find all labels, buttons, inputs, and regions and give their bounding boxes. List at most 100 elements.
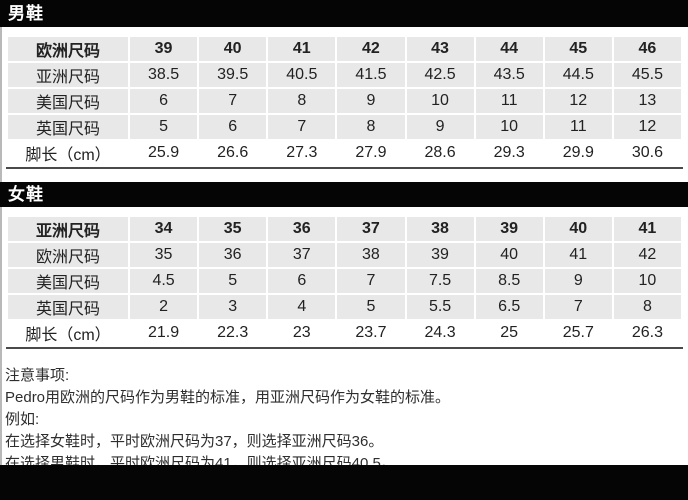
size-cell: 40.5 — [268, 63, 336, 87]
size-cell: 40 — [544, 217, 612, 241]
size-cell: 6 — [130, 89, 198, 113]
size-cell: 25.7 — [544, 321, 612, 345]
size-cell: 27.3 — [268, 141, 336, 165]
table-row: 亚洲尺码 38.5 39.5 40.5 41.5 42.5 43.5 44.5 … — [8, 63, 681, 87]
size-cell: 36 — [268, 217, 336, 241]
women-size-table: 亚洲尺码 34 35 36 37 38 39 40 41 欧洲尺码 35 36 … — [6, 215, 683, 349]
table-row: 亚洲尺码 34 35 36 37 38 39 40 41 — [8, 217, 681, 241]
row-label: 亚洲尺码 — [8, 217, 128, 241]
row-label: 脚长（cm） — [8, 141, 128, 165]
size-cell: 22.3 — [199, 321, 267, 345]
table-row: 欧洲尺码 35 36 37 38 39 40 41 42 — [8, 243, 681, 267]
row-label: 美国尺码 — [8, 269, 128, 293]
men-size-table: 欧洲尺码 39 40 41 42 43 44 45 46 亚洲尺码 38.5 3… — [6, 35, 683, 169]
size-cell: 12 — [544, 89, 612, 113]
size-cell: 41 — [544, 243, 612, 267]
row-label: 英国尺码 — [8, 295, 128, 319]
page-left-border — [0, 0, 2, 500]
size-cell: 35 — [199, 217, 267, 241]
size-cell: 35 — [130, 243, 198, 267]
size-cell: 7 — [337, 269, 405, 293]
size-cell: 27.9 — [337, 141, 405, 165]
size-cell: 41.5 — [337, 63, 405, 87]
size-cell: 10 — [475, 115, 543, 139]
size-cell: 2 — [130, 295, 198, 319]
table-row: 美国尺码 6 7 8 9 10 11 12 13 — [8, 89, 681, 113]
size-cell: 23.7 — [337, 321, 405, 345]
size-cell: 37 — [268, 243, 336, 267]
row-label: 英国尺码 — [8, 115, 128, 139]
size-cell: 39 — [406, 243, 474, 267]
size-cell: 10 — [406, 89, 474, 113]
size-cell: 11 — [475, 89, 543, 113]
size-cell: 37 — [337, 217, 405, 241]
size-cell: 43 — [406, 37, 474, 61]
size-cell: 45 — [544, 37, 612, 61]
size-cell: 44 — [475, 37, 543, 61]
size-cell: 13 — [613, 89, 681, 113]
size-cell: 26.3 — [613, 321, 681, 345]
section-bar-women: 女鞋 — [0, 182, 688, 207]
size-cell: 12 — [613, 115, 681, 139]
size-cell: 28.6 — [406, 141, 474, 165]
note-line: Pedro用欧洲的尺码作为男鞋的标准，用亚洲尺码作为女鞋的标准。 — [5, 389, 451, 406]
size-cell: 39 — [475, 217, 543, 241]
row-label: 欧洲尺码 — [8, 243, 128, 267]
size-cell: 42 — [337, 37, 405, 61]
size-cell: 4.5 — [130, 269, 198, 293]
size-cell: 34 — [130, 217, 198, 241]
size-cell: 40 — [199, 37, 267, 61]
size-cell: 3 — [199, 295, 267, 319]
size-cell: 39.5 — [199, 63, 267, 87]
size-cell: 38.5 — [130, 63, 198, 87]
size-cell: 41 — [268, 37, 336, 61]
size-cell: 11 — [544, 115, 612, 139]
size-cell: 38 — [337, 243, 405, 267]
size-cell: 40 — [475, 243, 543, 267]
note-line: 例如: — [5, 411, 40, 428]
size-cell: 5 — [130, 115, 198, 139]
section-bar-men: 男鞋 — [0, 0, 688, 27]
size-cell: 25 — [475, 321, 543, 345]
size-cell: 9 — [337, 89, 405, 113]
row-label: 脚长（cm） — [8, 321, 128, 345]
size-cell: 6 — [199, 115, 267, 139]
row-label: 欧洲尺码 — [8, 37, 128, 61]
size-cell: 46 — [613, 37, 681, 61]
size-cell: 7 — [268, 115, 336, 139]
size-cell: 5 — [199, 269, 267, 293]
size-cell: 6.5 — [475, 295, 543, 319]
size-cell: 7 — [544, 295, 612, 319]
size-cell: 38 — [406, 217, 474, 241]
bottom-black-bar — [0, 465, 688, 500]
size-cell: 8.5 — [475, 269, 543, 293]
size-cell: 25.9 — [130, 141, 198, 165]
size-cell: 30.6 — [613, 141, 681, 165]
size-cell: 29.9 — [544, 141, 612, 165]
table-row: 美国尺码 4.5 5 6 7 7.5 8.5 9 10 — [8, 269, 681, 293]
size-cell: 8 — [337, 115, 405, 139]
size-cell: 45.5 — [613, 63, 681, 87]
row-label: 美国尺码 — [8, 89, 128, 113]
table-row: 英国尺码 5 6 7 8 9 10 11 12 — [8, 115, 681, 139]
size-cell: 42.5 — [406, 63, 474, 87]
size-cell: 10 — [613, 269, 681, 293]
size-cell: 9 — [406, 115, 474, 139]
size-cell: 24.3 — [406, 321, 474, 345]
size-cell: 8 — [268, 89, 336, 113]
size-cell: 36 — [199, 243, 267, 267]
size-cell: 8 — [613, 295, 681, 319]
size-cell: 39 — [130, 37, 198, 61]
note-line: 在选择女鞋时，平时欧洲尺码为37，则选择亚洲尺码36。 — [5, 433, 384, 450]
size-cell: 43.5 — [475, 63, 543, 87]
size-cell: 44.5 — [544, 63, 612, 87]
size-cell: 23 — [268, 321, 336, 345]
size-cell: 29.3 — [475, 141, 543, 165]
table-row: 脚长（cm） 25.9 26.6 27.3 27.9 28.6 29.3 29.… — [8, 141, 681, 165]
size-cell: 5.5 — [406, 295, 474, 319]
size-cell: 4 — [268, 295, 336, 319]
size-cell: 5 — [337, 295, 405, 319]
size-cell: 6 — [268, 269, 336, 293]
size-cell: 9 — [544, 269, 612, 293]
size-cell: 41 — [613, 217, 681, 241]
